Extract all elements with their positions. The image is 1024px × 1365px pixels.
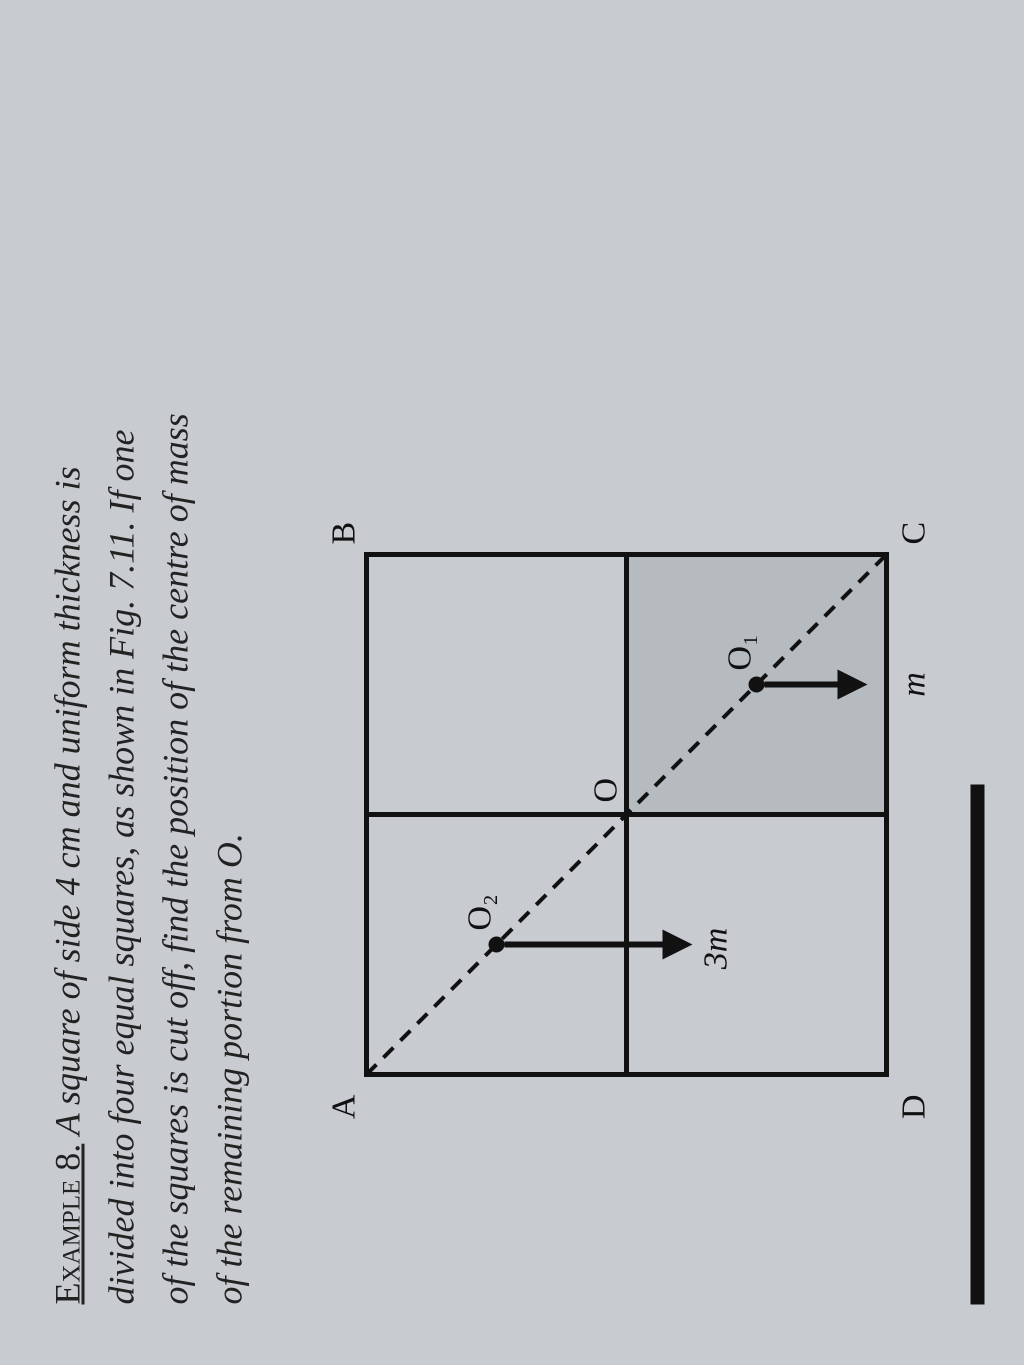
svg-text:O: O [588,778,625,803]
problem-line-3: of the squares is cut off, find the posi… [156,413,196,1304]
figure: A B C D O O₂ O₁ 3m m [297,60,977,1145]
footer-rule [971,785,985,1305]
svg-text:3m: 3m [698,928,735,971]
svg-text:D: D [896,1095,933,1120]
example-label: Example 8. [48,1144,88,1305]
svg-text:O₁: O₁ [722,634,759,670]
problem-line-1: A square of side 4 cm and uniform thickn… [48,466,88,1135]
problem-line-2: divided into four equal squares, as show… [102,430,142,1305]
svg-text:A: A [326,1094,363,1119]
svg-text:C: C [896,522,933,545]
problem-text: Example 8. A square of side 4 cm and uni… [41,60,257,1305]
page: Example 8. A square of side 4 cm and uni… [1,0,1024,1365]
problem-line-4: of the remaining portion from O. [210,833,250,1304]
svg-text:B: B [326,522,363,545]
svg-text:m: m [896,672,933,697]
svg-text:O₂: O₂ [462,894,499,930]
